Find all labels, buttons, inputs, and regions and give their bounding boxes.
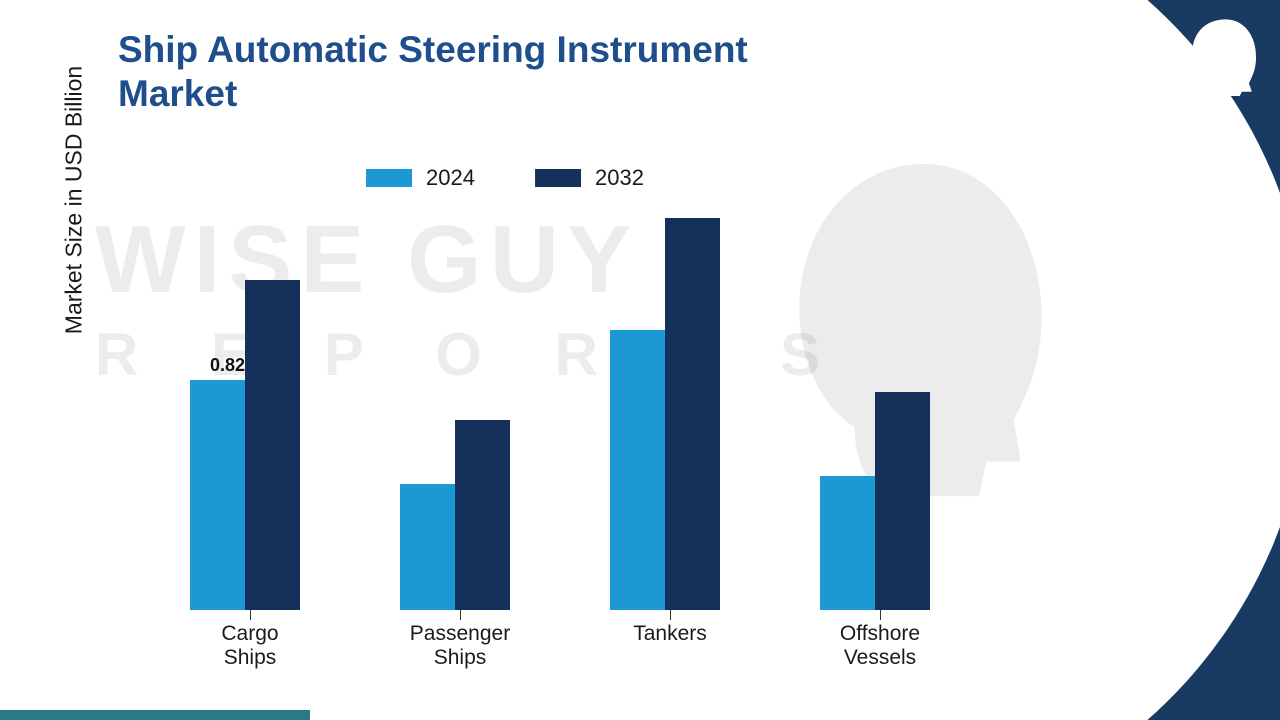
bar xyxy=(665,218,720,610)
bar-value-label: 0.82 xyxy=(210,355,245,380)
x-axis-label: CargoShips xyxy=(170,622,330,670)
legend-item-2032: 2032 xyxy=(535,165,644,191)
logo-head-icon xyxy=(1186,18,1258,96)
legend-swatch-2032 xyxy=(535,169,581,187)
y-axis-label: Market Size in USD Billion xyxy=(61,0,88,410)
logo-text: WISE GUY xyxy=(983,24,1169,63)
x-axis-label: PassengerShips xyxy=(380,622,540,670)
x-tick xyxy=(880,610,881,620)
bar xyxy=(245,280,300,610)
legend-label-2032: 2032 xyxy=(595,165,644,191)
bottom-accent-bar xyxy=(0,710,310,720)
plot-area: Market Size in USD Billion 2024 2032 0.8… xyxy=(60,130,950,690)
x-tick xyxy=(250,610,251,620)
legend: 2024 2032 xyxy=(366,165,644,191)
legend-label-2024: 2024 xyxy=(426,165,475,191)
bar xyxy=(610,330,665,610)
x-axis-label: OffshoreVessels xyxy=(800,622,960,670)
chart-title: Ship Automatic Steering Instrument Marke… xyxy=(118,28,838,115)
bar xyxy=(455,420,510,610)
bar xyxy=(820,476,875,610)
logo-word-2: GUY xyxy=(1089,24,1169,62)
x-tick xyxy=(670,610,671,620)
legend-swatch-2024 xyxy=(366,169,412,187)
bars-container: 0.82 xyxy=(160,190,950,610)
x-axis-label: Tankers xyxy=(590,622,750,646)
bar xyxy=(875,392,930,610)
legend-item-2024: 2024 xyxy=(366,165,475,191)
logo-subtext: REPORTS xyxy=(983,62,1146,79)
x-tick xyxy=(460,610,461,620)
logo-word-1: WISE xyxy=(983,24,1078,62)
x-axis: CargoShipsPassengerShipsTankersOffshoreV… xyxy=(160,610,950,690)
brand-logo: WISE GUY REPORTS xyxy=(983,18,1258,96)
bar xyxy=(400,484,455,610)
stage: WISE GUY R E P O R T S WISE GUY REPORTS … xyxy=(0,0,1280,720)
bar xyxy=(190,380,245,610)
